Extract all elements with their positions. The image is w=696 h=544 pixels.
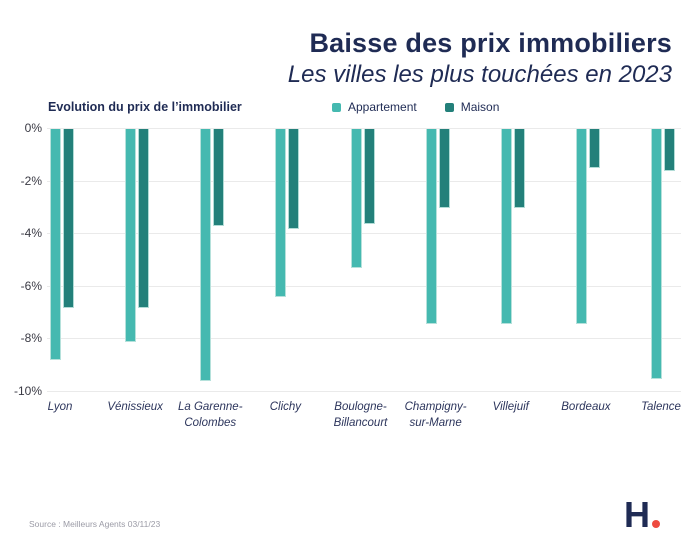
x-tick-label: Boulogne- Billancourt xyxy=(334,399,388,431)
x-tick-label-line: Villejuif xyxy=(492,401,529,413)
axis-title: Evolution du prix de l’immobilier xyxy=(48,100,242,114)
gridline xyxy=(47,128,681,129)
x-tick-label-line: Bordeaux xyxy=(561,401,611,413)
chart-head: Evolution du prix de l’immobilier Appart… xyxy=(48,100,676,114)
x-tick-label: Talence xyxy=(641,399,681,415)
bar-group-9 xyxy=(651,129,675,379)
bar-maison xyxy=(664,129,675,172)
x-tick-label: Villejuif xyxy=(493,399,529,415)
bar-appartement xyxy=(500,129,512,324)
bar-maison xyxy=(288,129,300,229)
chart-title: Baisse des prix immobiliers xyxy=(309,28,672,58)
bar-appartement xyxy=(575,129,587,324)
legend-swatch-icon xyxy=(444,102,454,112)
bar-appartement xyxy=(50,129,61,361)
x-tick-label: Clichy xyxy=(270,399,301,415)
x-tick-label: La Garenne- Colombes xyxy=(178,399,243,431)
chart-subtitle: Les villes les plus touchées en 2023 xyxy=(287,61,672,88)
x-tick-label-line: Clichy xyxy=(269,401,302,413)
x-tick-label-line: Lyon xyxy=(47,401,73,413)
bar-group-8 xyxy=(575,129,600,324)
gridline xyxy=(47,338,681,340)
bar-maison xyxy=(213,129,225,227)
x-tick-label-line: Billancourt xyxy=(333,417,388,429)
bar-group-7 xyxy=(500,129,525,324)
header: Baisse des prix immobiliers Les villes l… xyxy=(0,0,696,90)
legend-item-appartement: Appartement xyxy=(332,100,417,114)
bar-group-3 xyxy=(200,129,225,382)
bar-appartement xyxy=(125,129,137,343)
gridline xyxy=(47,233,681,235)
x-tick-label-line: sur-Marne xyxy=(409,417,462,429)
x-tick-label: Bordeaux xyxy=(561,399,610,415)
brand-logo: H xyxy=(624,494,660,535)
bar-appartement xyxy=(651,129,662,379)
y-tick-label: -10% xyxy=(13,384,42,398)
y-tick-label: -8% xyxy=(20,331,42,346)
x-tick-label-line: Vénissieux xyxy=(107,401,163,413)
legend-label: Appartement xyxy=(348,100,417,114)
x-tick-label: Lyon xyxy=(48,399,73,415)
legend-label: Maison xyxy=(460,100,500,114)
source-caption: Source : Meilleurs Agents 03/11/23 xyxy=(29,519,161,529)
bar-appartement xyxy=(200,129,212,382)
y-tick-label: -2% xyxy=(20,173,42,188)
legend: Appartement Maison xyxy=(332,100,499,114)
x-tick-label: Vénissieux xyxy=(107,399,163,415)
bar-maison xyxy=(363,129,375,224)
gridline xyxy=(47,391,681,392)
plot-area: 0% -2% -4% -6% -8% -10% xyxy=(14,121,681,398)
bar-maison xyxy=(138,129,150,308)
y-tick-label: 0% xyxy=(24,121,42,135)
x-tick-label: Champigny-sur-Marne xyxy=(405,399,467,431)
bar-maison xyxy=(588,129,600,169)
bar-group-6 xyxy=(425,129,450,324)
bar-group-4 xyxy=(275,129,300,298)
legend-item-maison: Maison xyxy=(444,100,500,114)
x-axis-labels: Lyon Vénissieux La Garenne- Colombes Clichy B… xyxy=(47,391,681,441)
logo-dot xyxy=(652,520,660,528)
x-tick-label-line: La Garenne- xyxy=(177,401,243,413)
bar-appartement xyxy=(275,129,287,298)
bar-group-5 xyxy=(350,129,375,269)
x-tick-label-line: Champigny- xyxy=(404,401,467,413)
bar-maison xyxy=(513,129,525,208)
x-tick-label-line: Boulogne- xyxy=(334,401,387,413)
bar-appartement xyxy=(425,129,437,324)
bar-appartement xyxy=(350,129,362,269)
y-tick-label: -4% xyxy=(20,226,42,241)
legend-swatch-icon xyxy=(332,102,341,112)
bar-group-1 xyxy=(50,129,74,361)
bar-group-2 xyxy=(125,129,150,343)
gridline xyxy=(47,285,681,287)
bar-maison xyxy=(438,129,450,208)
x-tick-label-line: Talence xyxy=(641,401,681,413)
logo-letter: H xyxy=(624,494,650,535)
y-tick-label: -6% xyxy=(20,278,42,293)
bar-maison xyxy=(63,129,74,308)
x-tick-label-line: Colombes xyxy=(184,417,237,429)
